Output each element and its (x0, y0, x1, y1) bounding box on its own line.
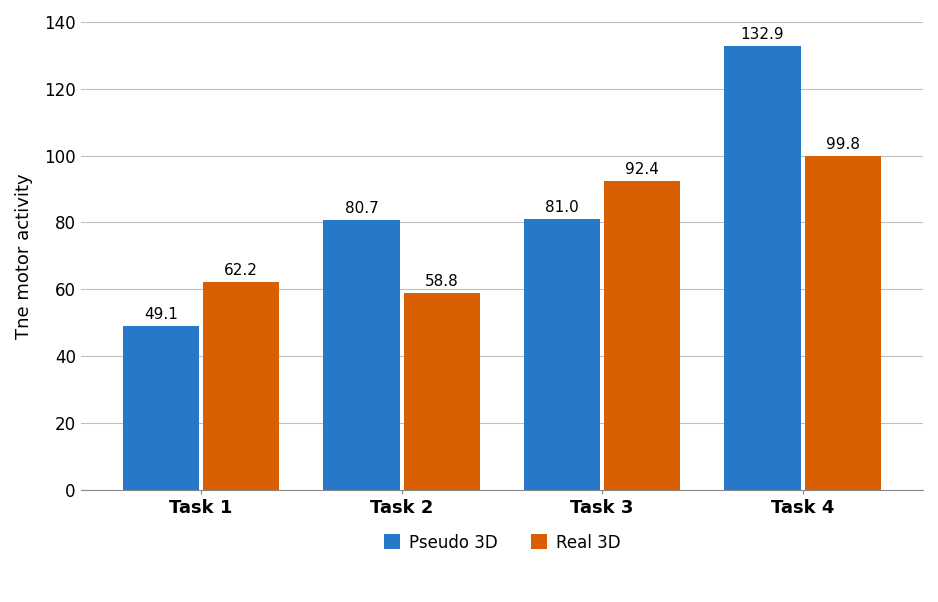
Bar (324, 220, 400, 489)
Text: 80.7: 80.7 (344, 201, 378, 216)
Text: 92.4: 92.4 (626, 162, 659, 177)
Text: 58.8: 58.8 (425, 275, 459, 289)
Bar (805, 157, 881, 489)
Text: 81.0: 81.0 (545, 200, 579, 215)
Bar (604, 181, 680, 489)
Text: 49.1: 49.1 (144, 306, 178, 321)
Text: 132.9: 132.9 (741, 26, 784, 42)
Bar (724, 46, 801, 489)
Text: 99.8: 99.8 (825, 137, 860, 152)
Bar (403, 293, 480, 489)
Y-axis label: Tne motor activity: Tne motor activity (15, 173, 33, 339)
Bar (524, 219, 600, 489)
Bar (203, 282, 280, 489)
Text: 62.2: 62.2 (224, 263, 258, 278)
Bar (123, 326, 199, 489)
Legend: Pseudo 3D, Real 3D: Pseudo 3D, Real 3D (384, 533, 620, 551)
